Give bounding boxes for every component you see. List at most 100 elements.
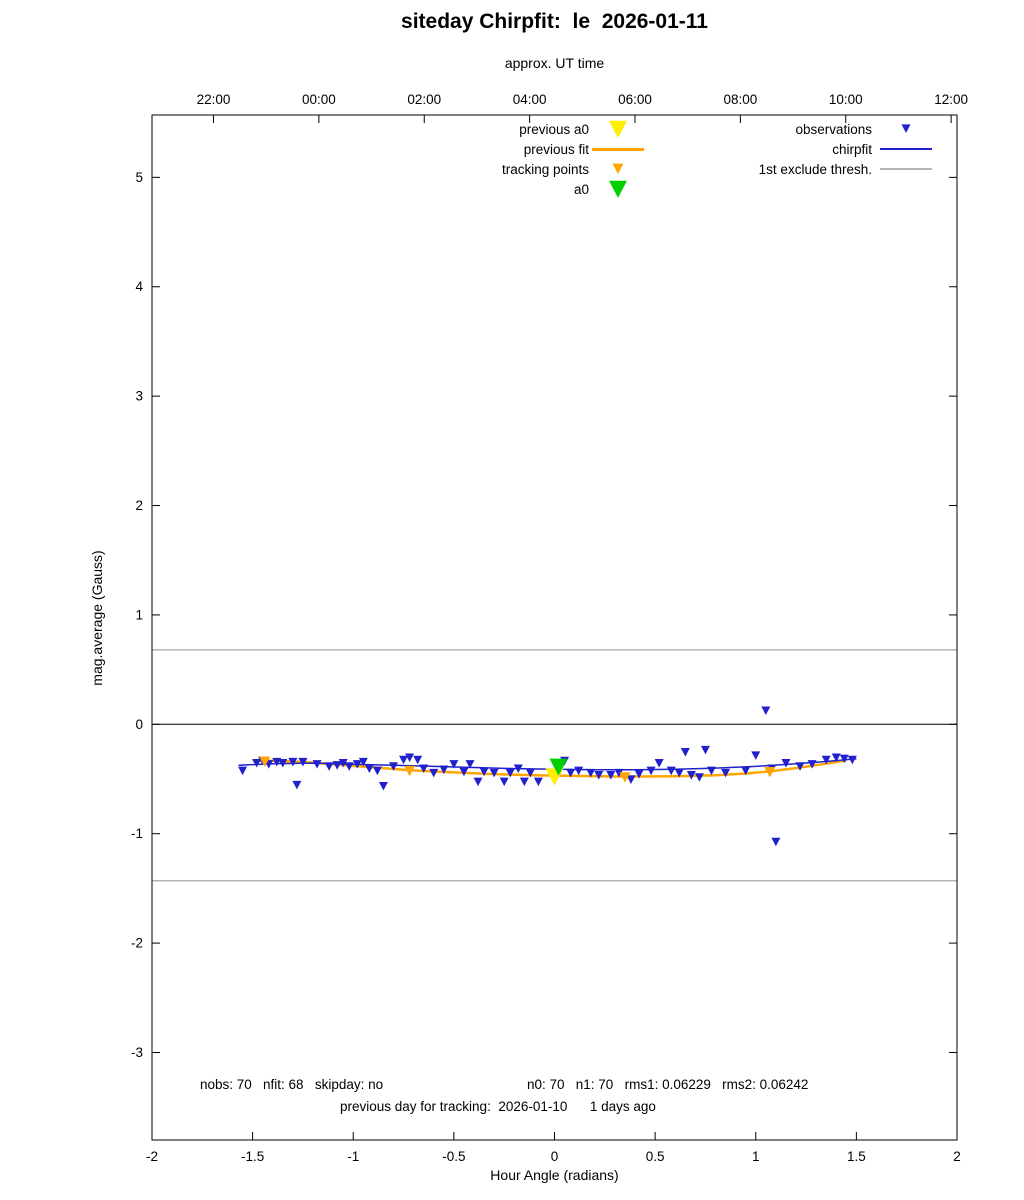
observations-marker [700, 745, 710, 755]
y-tick-label: 1 [135, 607, 143, 622]
top-axis-label: approx. UT time [504, 55, 605, 71]
observations-marker [372, 766, 382, 776]
observations-marker [413, 755, 423, 765]
y-tick-label: -2 [131, 936, 143, 951]
observations-marker [741, 766, 751, 776]
1st-exclude-thresh-line-sample [880, 168, 932, 170]
tracking-points-marker [764, 766, 776, 778]
observations-marker [352, 760, 362, 769]
observations-marker [706, 766, 716, 776]
observations-marker [626, 775, 636, 784]
1st-exclude-thresh-legend-sample [872, 168, 940, 170]
y-axis-label: mag.average (Gauss) [89, 550, 105, 686]
observations-marker [594, 771, 604, 780]
observations-marker [533, 777, 543, 787]
y-tick-label: 2 [135, 498, 143, 513]
observations-marker [399, 755, 409, 765]
ut-tick-label: 22:00 [197, 92, 231, 107]
stats-line1-left: nobs: 70 nfit: 68 skipday: no [200, 1077, 384, 1092]
observations-marker [807, 760, 817, 769]
legend-label-chirpfit: chirpfit [832, 141, 872, 157]
observations-marker [292, 780, 302, 790]
x-tick-label: -1 [347, 1149, 359, 1164]
legend-right-column: observations chirpfit 1st exclude thresh. [640, 119, 940, 179]
legend-label-a0: a0 [573, 181, 589, 197]
observations-marker [654, 758, 664, 768]
observations-marker [795, 762, 805, 771]
observations-marker [821, 755, 831, 765]
observations-legend-sample [872, 119, 940, 139]
tracking-points-legend-sample [589, 159, 647, 179]
observations-marker [312, 760, 322, 769]
observations-marker [839, 754, 849, 764]
legend-left-column: previous a0 previous fit tracking points a0 [292, 119, 647, 199]
observations-marker [332, 761, 342, 770]
legend-label-previous-a0: previous a0 [519, 121, 589, 137]
tracking-points-marker [259, 756, 271, 768]
legend-item-tracking-points: tracking points [292, 159, 647, 179]
observations-marker [680, 748, 690, 757]
observations-marker [489, 768, 499, 778]
observations-marker [288, 757, 298, 767]
observations-marker [429, 768, 439, 778]
a0-marker [549, 758, 568, 776]
observations-marker [721, 768, 731, 778]
legend-label-1st-exclude-thresh: 1st exclude thresh. [758, 161, 872, 177]
chart-title: siteday Chirpfit: le 2026-01-11 [401, 10, 708, 33]
observations-marker [324, 762, 334, 771]
plot-frame [151, 114, 958, 1141]
x-tick-label: -1.5 [241, 1149, 264, 1164]
previous-fit-line-sample [592, 147, 644, 151]
y-tick-label: 5 [135, 170, 143, 185]
tracking-points-marker [404, 765, 416, 777]
observations-marker [252, 758, 262, 768]
legend-label-observations: observations [795, 121, 872, 137]
stats-line2: previous day for tracking: 2026-01-10 1 … [340, 1099, 656, 1114]
chirpfit-legend-sample [872, 148, 940, 150]
x-tick-label: 0 [551, 1149, 559, 1164]
observations-marker [519, 777, 529, 787]
observations-marker [439, 765, 449, 775]
stats-line1-right: n0: 70 n1: 70 rms1: 0.06229 rms2: 0.0624… [527, 1077, 809, 1092]
x-tick-label: 1.5 [847, 1149, 866, 1164]
observations-marker [378, 781, 388, 791]
observations-marker [358, 757, 368, 767]
observations-marker [238, 766, 248, 776]
x-axis-label: Hour Angle (radians) [490, 1167, 619, 1183]
observations-marker [505, 768, 515, 778]
ut-tick-label: 12:00 [934, 92, 968, 107]
observations-marker [338, 758, 348, 768]
legend-item-chirpfit: chirpfit [640, 139, 940, 159]
observations-marker [525, 768, 535, 778]
observations-marker-sample-icon [901, 124, 911, 133]
observations-marker [694, 773, 704, 782]
a0-legend-sample [589, 179, 647, 199]
observations-marker [364, 764, 374, 774]
ut-tick-label: 06:00 [618, 92, 652, 107]
legend-label-previous-fit: previous fit [523, 141, 589, 157]
ut-tick-label: 08:00 [723, 92, 757, 107]
x-tick-label: 0.5 [646, 1149, 665, 1164]
observations-marker [666, 766, 676, 776]
legend-label-tracking-points: tracking points [501, 161, 589, 177]
legend-item-previous-a0: previous a0 [292, 119, 647, 139]
observations-marker [479, 767, 489, 777]
previous-a0-marker-sample-icon [609, 120, 627, 138]
observations-marker [298, 757, 308, 767]
observations-marker [606, 771, 616, 780]
observations-marker [634, 769, 644, 779]
observations-marker [389, 762, 398, 771]
observations-marker [405, 753, 415, 763]
a0-marker-sample-icon [609, 180, 627, 198]
previous-fit-legend-sample [589, 147, 647, 151]
observations-marker [459, 767, 469, 777]
observations-marker [751, 751, 761, 760]
x-tick-label: 1 [752, 1149, 760, 1164]
ut-tick-label: 04:00 [513, 92, 547, 107]
observations-marker [781, 758, 791, 768]
tracking-points-marker [619, 772, 631, 783]
observations-marker [449, 760, 459, 769]
y-tick-label: -1 [131, 826, 143, 841]
